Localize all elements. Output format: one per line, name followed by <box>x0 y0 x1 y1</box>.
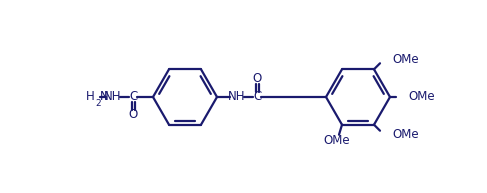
Text: C: C <box>253 91 261 103</box>
Text: OMe: OMe <box>392 53 419 66</box>
Text: NH: NH <box>228 91 246 103</box>
Text: C: C <box>129 91 137 103</box>
Text: NH: NH <box>104 91 122 103</box>
Text: O: O <box>129 108 138 122</box>
Text: OMe: OMe <box>324 134 350 147</box>
Text: O: O <box>252 73 262 85</box>
Text: H: H <box>86 91 95 103</box>
Text: OMe: OMe <box>392 128 419 141</box>
Text: OMe: OMe <box>408 91 434 103</box>
Text: N: N <box>100 91 109 103</box>
Text: 2: 2 <box>95 99 101 108</box>
